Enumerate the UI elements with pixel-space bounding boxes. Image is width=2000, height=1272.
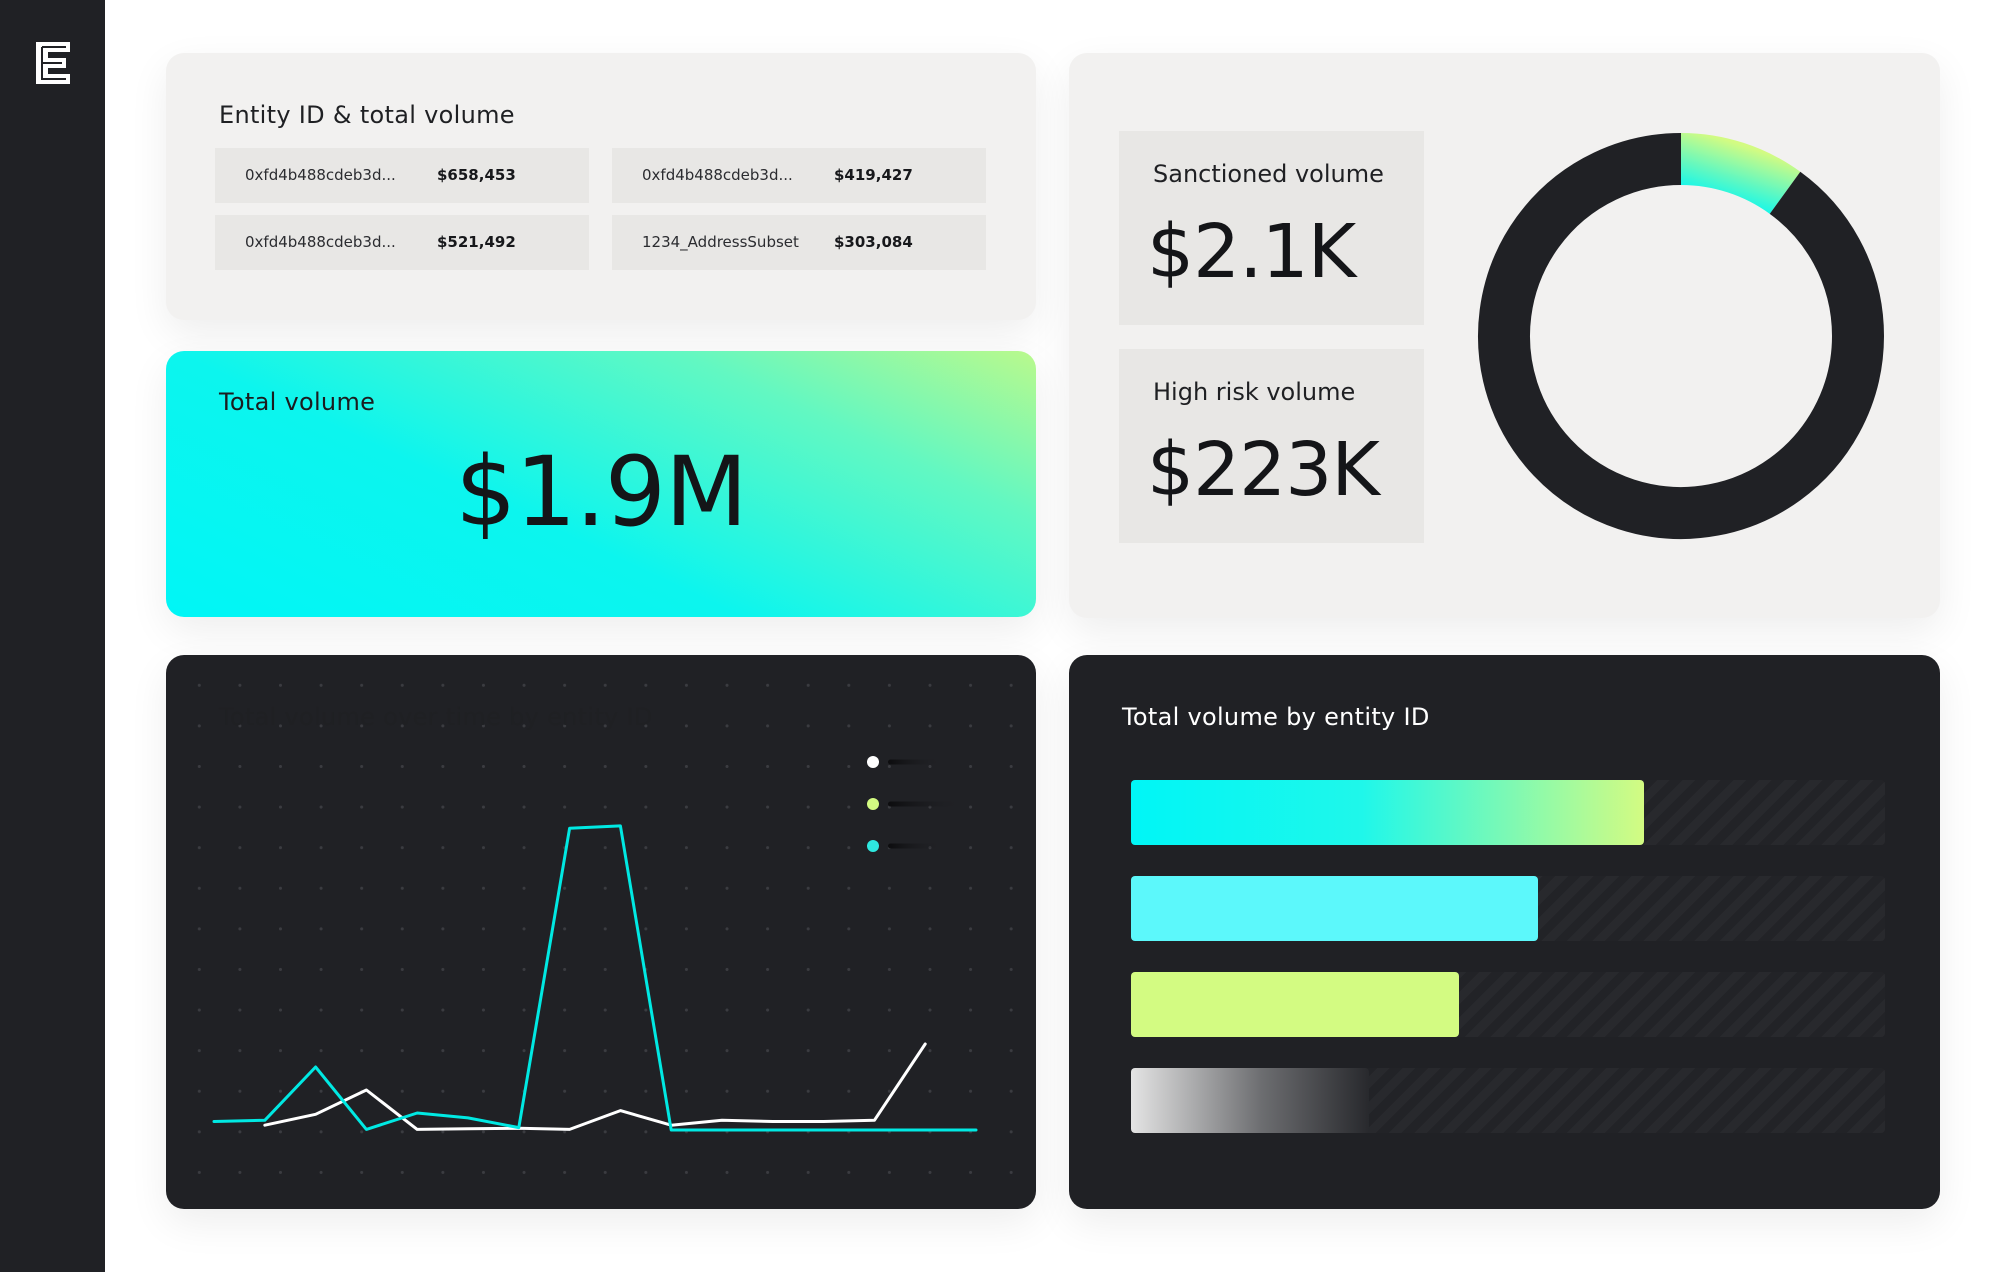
total-volume-card: Total volume $1.9M: [166, 351, 1036, 617]
legend-dot-3[interactable]: [867, 840, 879, 852]
entity-id: 0xfd4b488cdeb3d...: [245, 166, 396, 184]
legend-label-bar-3: [888, 843, 943, 849]
volume-over-time-card: Total volume over time by entity ID: [166, 655, 1036, 1209]
entity-value: $419,427: [834, 166, 913, 184]
line-chart-title: Total volume over time by entity ID: [219, 703, 653, 731]
line-chart-legend: [867, 756, 963, 852]
high-risk-volume-box: High risk volume $223K: [1119, 349, 1424, 543]
entity-row[interactable]: 0xfd4b488cdeb3d... $521,492: [215, 215, 589, 270]
high-risk-volume-value: $223K: [1147, 427, 1380, 513]
e-logo-icon[interactable]: [34, 40, 72, 86]
legend-label-bar-1: [888, 759, 943, 765]
risk-donut-chart: [1478, 133, 1884, 539]
bar-track: [1131, 876, 1885, 941]
total-volume-value: $1.9M: [455, 436, 748, 548]
bar-chart-title: Total volume by entity ID: [1122, 703, 1430, 731]
donut-slice-remainder[interactable]: [1478, 133, 1884, 539]
sidebar: [0, 0, 105, 1272]
entity-id: 1234_AddressSubset: [642, 233, 799, 251]
entity-row[interactable]: 1234_AddressSubset $303,084: [612, 215, 986, 270]
entity-id: 0xfd4b488cdeb3d...: [245, 233, 396, 251]
high-risk-volume-label: High risk volume: [1153, 378, 1356, 406]
total-volume-label: Total volume: [219, 388, 376, 416]
line-series-3[interactable]: [212, 824, 978, 1132]
bar-2[interactable]: [1131, 876, 1539, 941]
volume-by-entity-card: Total volume by entity ID: [1069, 655, 1940, 1209]
bar-4[interactable]: [1131, 1068, 1369, 1133]
bar-track: [1131, 1068, 1885, 1133]
sanctioned-volume-value: $2.1K: [1147, 209, 1356, 295]
bar-track: [1131, 780, 1885, 845]
entity-row[interactable]: 0xfd4b488cdeb3d... $658,453: [215, 148, 589, 203]
bar-track: [1131, 972, 1885, 1037]
entity-card-title: Entity ID & total volume: [219, 101, 515, 129]
bar-1[interactable]: [1131, 780, 1644, 845]
sanctioned-volume-label: Sanctioned volume: [1153, 160, 1384, 188]
entity-id: 0xfd4b488cdeb3d...: [642, 166, 793, 184]
bar-3[interactable]: [1131, 972, 1459, 1037]
donut-slice-sanctioned[interactable]: [1680, 133, 1801, 215]
entity-value: $658,453: [437, 166, 516, 184]
legend-dot-2[interactable]: [867, 798, 879, 810]
entity-value: $303,084: [834, 233, 913, 251]
risk-volume-card: Sanctioned volume $2.1K High risk volume…: [1069, 53, 1940, 618]
entity-volume-card: Entity ID & total volume 0xfd4b488cdeb3d…: [166, 53, 1036, 320]
entity-value: $521,492: [437, 233, 516, 251]
legend-label-bar-2: [888, 801, 963, 807]
volume-line-chart: [212, 756, 978, 1132]
line-series-1[interactable]: [263, 1042, 927, 1131]
sanctioned-volume-box: Sanctioned volume $2.1K: [1119, 131, 1424, 325]
entity-row[interactable]: 0xfd4b488cdeb3d... $419,427: [612, 148, 986, 203]
legend-dot-1[interactable]: [867, 756, 879, 768]
